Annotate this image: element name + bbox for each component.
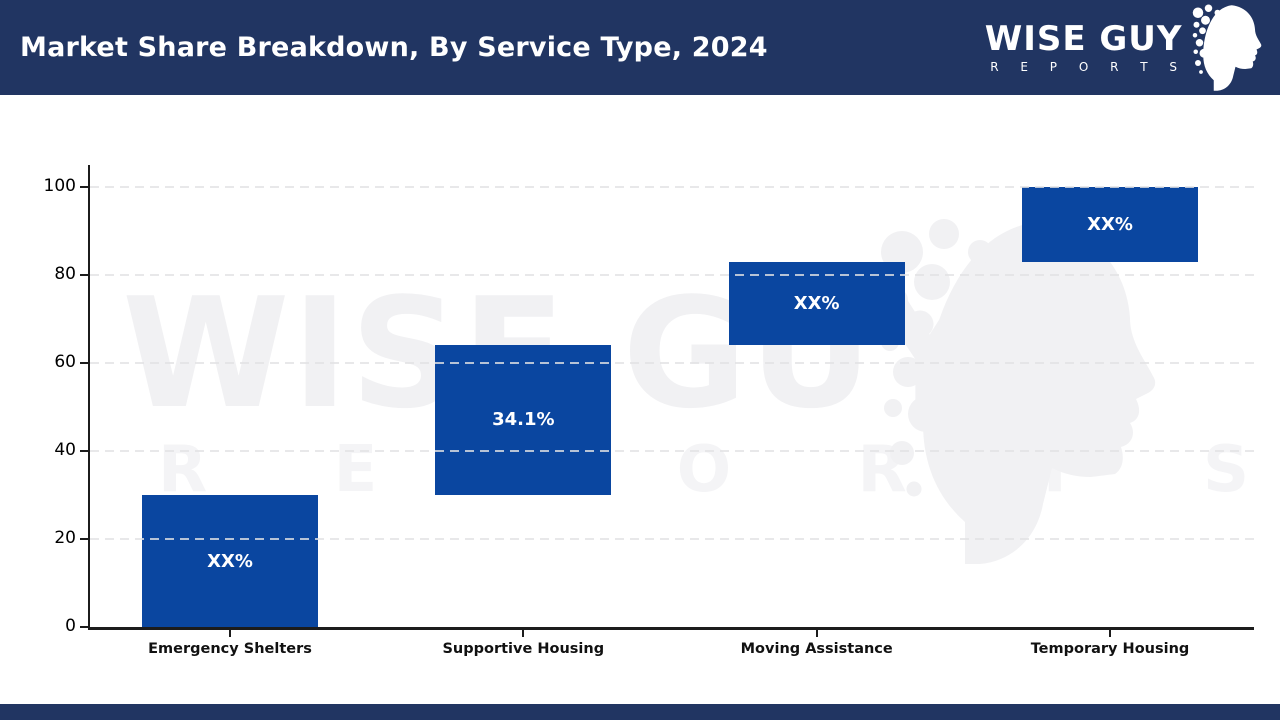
y-tick-label: 20 bbox=[54, 528, 76, 548]
y-tick bbox=[80, 186, 88, 188]
header: Market Share Breakdown, By Service Type,… bbox=[0, 0, 1280, 95]
bar-value-label: 34.1% bbox=[492, 409, 555, 431]
y-tick bbox=[80, 362, 88, 364]
y-tick bbox=[80, 274, 88, 276]
x-tick bbox=[229, 629, 231, 637]
gridline bbox=[90, 186, 1254, 188]
footer-bar bbox=[0, 704, 1280, 720]
y-tick bbox=[80, 450, 88, 452]
x-tick bbox=[815, 629, 818, 637]
watermark-head-icon bbox=[872, 213, 1172, 573]
plot-area: WISE GUY R E P O R T S XX% Emergency Shel… bbox=[0, 95, 1280, 704]
logo-subtext: R E P O R T S bbox=[990, 59, 1186, 74]
y-axis-spine bbox=[88, 165, 90, 629]
x-tick-label: Temporary Housing bbox=[1030, 641, 1190, 657]
gridline bbox=[90, 538, 1254, 540]
x-tick-label: Emergency Shelters bbox=[148, 641, 312, 657]
x-tick-label: Moving Assistance bbox=[740, 641, 893, 657]
y-tick bbox=[80, 626, 88, 628]
bar: XX% bbox=[1022, 187, 1198, 262]
y-tick bbox=[80, 538, 88, 540]
gridline bbox=[90, 274, 1254, 276]
bar-value-label: XX% bbox=[1087, 213, 1133, 235]
y-tick-label: 60 bbox=[54, 352, 76, 372]
bar: 34.1% bbox=[435, 344, 612, 495]
chart-title: Market Share Breakdown, By Service Type,… bbox=[20, 32, 768, 63]
logo: WISE GUY R E P O R T S bbox=[981, 3, 1266, 93]
gridline bbox=[90, 362, 1254, 364]
bar-value-label: XX% bbox=[207, 550, 253, 572]
y-tick-label: 0 bbox=[65, 616, 76, 636]
y-tick-label: 40 bbox=[54, 440, 76, 460]
gridline bbox=[90, 450, 1254, 452]
logo-head-icon bbox=[1190, 3, 1266, 93]
x-tick bbox=[522, 629, 525, 637]
logo-wordmark: WISE GUY bbox=[984, 18, 1183, 59]
y-tick-label: 100 bbox=[43, 176, 76, 196]
y-tick-label: 80 bbox=[54, 264, 76, 284]
bar-value-label: XX% bbox=[793, 292, 840, 314]
x-axis-spine bbox=[88, 627, 1254, 630]
x-tick bbox=[1109, 629, 1111, 637]
x-tick-label: Supportive Housing bbox=[442, 641, 605, 657]
bar: XX% bbox=[142, 495, 318, 627]
